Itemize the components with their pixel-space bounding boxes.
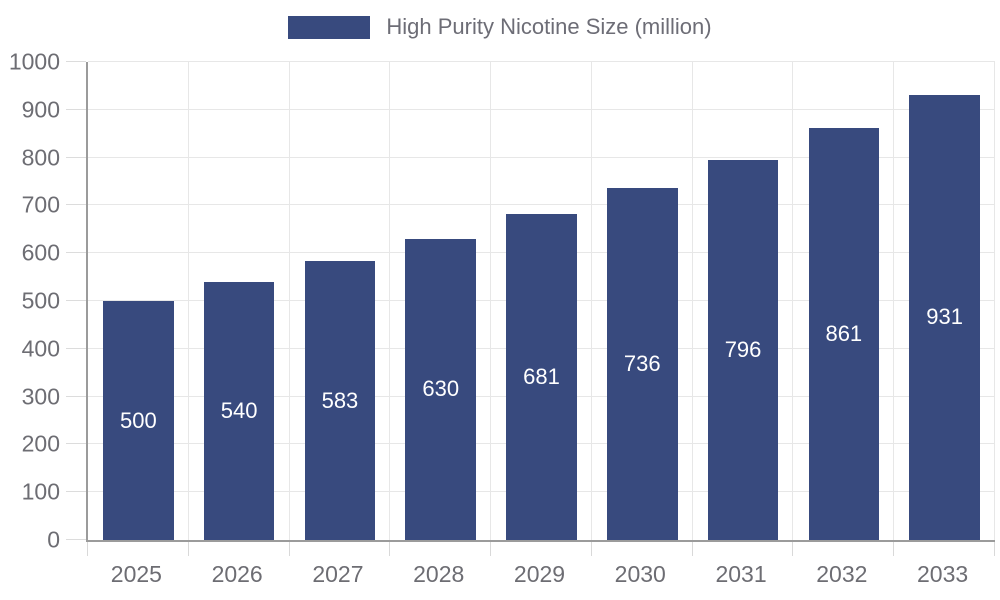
x-tick	[389, 542, 391, 556]
x-tick-label: 2031	[715, 561, 767, 587]
x-tick	[994, 542, 995, 556]
x-gridline	[691, 62, 693, 540]
y-tick-label: 1000	[8, 48, 60, 75]
bar-2025[interactable]: 500	[103, 301, 174, 540]
y-tick-label: 700	[21, 191, 60, 218]
bar-value-label: 500	[120, 407, 157, 433]
y-tick	[66, 443, 86, 445]
bar-value-label: 681	[523, 364, 560, 390]
y-tick-label: 600	[21, 239, 60, 266]
legend-swatch	[288, 15, 371, 39]
x-tick-label: 2033	[917, 561, 969, 587]
legend-item[interactable]: High Purity Nicotine Size (million)	[0, 14, 1000, 40]
x-tick-label: 2026	[211, 561, 263, 587]
x-tick-label: 2025	[110, 561, 162, 587]
bar-value-label: 861	[825, 321, 863, 347]
plot-area: 500 540 583 630 681 736 796 861 931	[66, 61, 995, 556]
x-gridline	[288, 62, 290, 540]
x-tick-label: 2030	[614, 561, 666, 587]
legend-label: High Purity Nicotine Size (million)	[386, 14, 712, 39]
y-tick	[66, 204, 86, 206]
x-tick-label: 2029	[513, 561, 566, 587]
y-tick-label: 500	[21, 287, 60, 314]
bar-value-label: 796	[724, 336, 762, 362]
x-tick	[893, 542, 895, 556]
bar-value-label: 540	[220, 397, 258, 423]
x-tick	[187, 542, 189, 556]
bar-2026[interactable]: 540	[203, 281, 275, 540]
bar-2030[interactable]: 736	[607, 188, 678, 540]
y-tick-label: 800	[21, 144, 60, 171]
x-tick	[590, 542, 592, 556]
x-gridline	[187, 62, 189, 540]
x-axis: 2025 2026 2027 2028 2029 2030 2031 2032 2033	[86, 558, 993, 590]
bar-value-label: 583	[321, 387, 359, 413]
y-tick	[66, 347, 86, 349]
y-tick	[66, 539, 86, 540]
y-gridline	[88, 61, 995, 62]
y-axis: 0 100 200 300 400 500 600 700 800 900 1000	[0, 49, 60, 553]
y-tick	[66, 491, 86, 493]
y-tick-label: 400	[21, 335, 60, 362]
bar-2027[interactable]: 583	[304, 261, 376, 540]
y-tick	[66, 61, 86, 62]
x-gridline	[490, 62, 492, 540]
bar-value-label: 931	[926, 304, 963, 330]
x-tick-label: 2027	[312, 561, 364, 587]
bar-2028[interactable]: 630	[405, 238, 476, 540]
y-tick	[66, 252, 86, 254]
x-gridline	[590, 62, 592, 540]
y-tick-label: 300	[21, 383, 60, 410]
y-tick	[66, 108, 86, 110]
y-tick	[66, 300, 86, 301]
y-gridline	[88, 108, 995, 110]
y-tick-label: 200	[21, 430, 60, 457]
bar-2029[interactable]: 681	[506, 214, 577, 540]
x-tick	[490, 542, 492, 556]
bar-2031[interactable]: 796	[707, 159, 779, 540]
x-tick	[691, 542, 693, 556]
x-tick-label: 2032	[816, 561, 868, 587]
y-tick	[66, 395, 86, 397]
y-tick-label: 100	[21, 478, 60, 505]
x-gridline	[792, 62, 794, 540]
x-gridline	[389, 62, 391, 540]
x-tick-label: 2028	[413, 561, 465, 587]
y-tick	[66, 156, 86, 158]
x-tick	[87, 542, 88, 556]
bar-2032[interactable]: 861	[808, 128, 880, 540]
x-gridline	[893, 62, 895, 540]
bar-value-label: 736	[623, 351, 661, 377]
x-tick	[288, 542, 290, 556]
y-tick-label: 900	[21, 96, 60, 123]
x-tick	[792, 542, 794, 556]
x-gridline	[994, 62, 995, 540]
bar-2033[interactable]: 931	[909, 94, 980, 540]
bar-value-label: 630	[422, 376, 460, 402]
y-tick-label: 0	[47, 526, 60, 553]
